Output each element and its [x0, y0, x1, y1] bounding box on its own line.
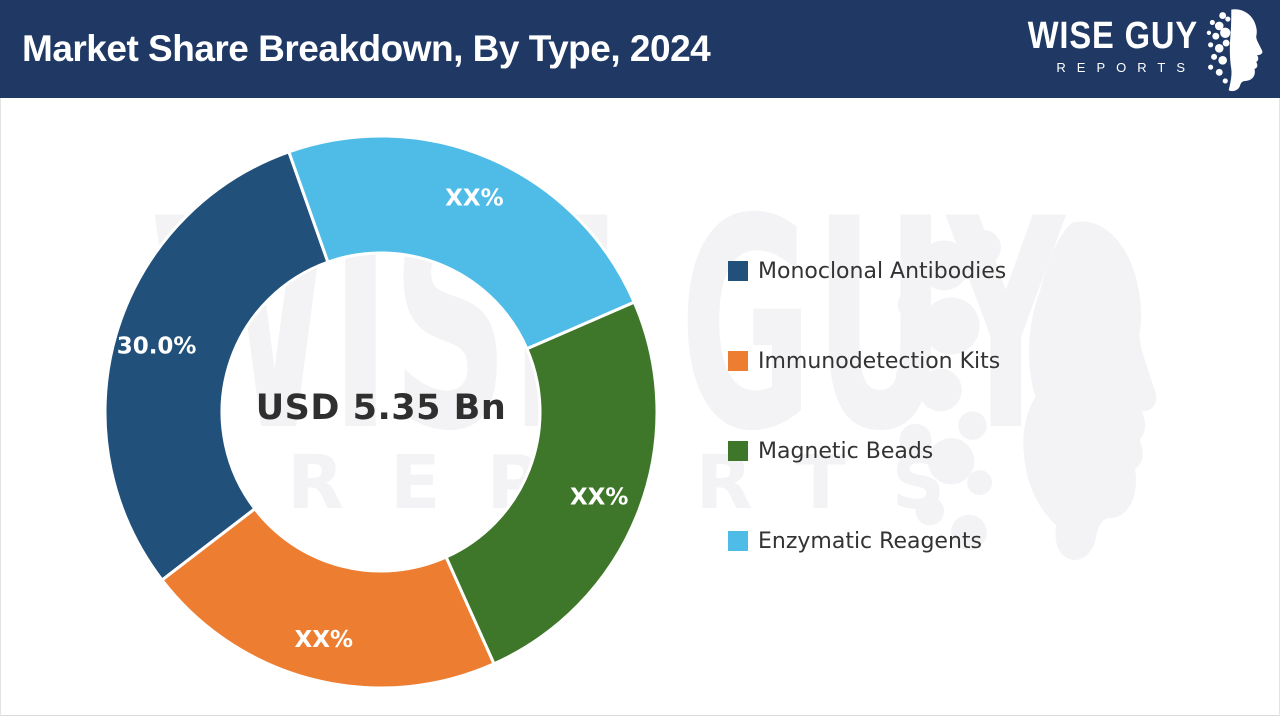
legend-label: Enzymatic Reagents [758, 528, 982, 554]
legend-swatch [728, 351, 748, 371]
legend-item-enzymatic-reagents: Enzymatic Reagents [728, 528, 982, 554]
donut-slice-immunodetection-kits [160, 507, 496, 690]
donut-slice-magnetic-beads [444, 300, 659, 666]
donut-slice-monoclonal-antibodies [103, 150, 330, 582]
donut-slice-enzymatic-reagents [287, 134, 636, 351]
slice-percentage-label: XX% [445, 185, 504, 211]
legend-swatch [728, 441, 748, 461]
slice-percentage-label: 30.0% [117, 334, 197, 360]
slice-percentage-label: XX% [570, 485, 629, 511]
legend-item-magnetic-beads: Magnetic Beads [728, 438, 933, 464]
legend-item-immunodetection-kits: Immunodetection Kits [728, 348, 1000, 374]
slice-percentage-label: XX% [295, 627, 354, 653]
logo-wordmark: WISE GUY [1027, 15, 1198, 57]
legend-label: Immunodetection Kits [758, 348, 1001, 374]
legend-swatch [728, 531, 748, 551]
logo-face-icon [1206, 9, 1263, 92]
legend-item-monoclonal-antibodies: Monoclonal Antibodies [728, 258, 1006, 284]
watermark-face-icon [895, 221, 1157, 561]
left-rule [0, 98, 1, 716]
logo-text: WISE GUY REPORTS [1000, 14, 1198, 75]
wise-guy-reports-logo: WISE GUY REPORTS [1020, 0, 1270, 98]
legend-label: Magnetic Beads [758, 438, 934, 464]
bottom-rule [0, 715, 1280, 716]
header-bar: Market Share Breakdown, By Type, 2024 WI… [0, 0, 1280, 98]
legend-label: Monoclonal Antibodies [758, 258, 1007, 284]
logo-subtitle: REPORTS [1056, 60, 1196, 75]
page-title: Market Share Breakdown, By Type, 2024 [22, 28, 711, 69]
legend-swatch [728, 261, 748, 281]
chart-center-value: USD 5.35 Bn [255, 388, 507, 428]
